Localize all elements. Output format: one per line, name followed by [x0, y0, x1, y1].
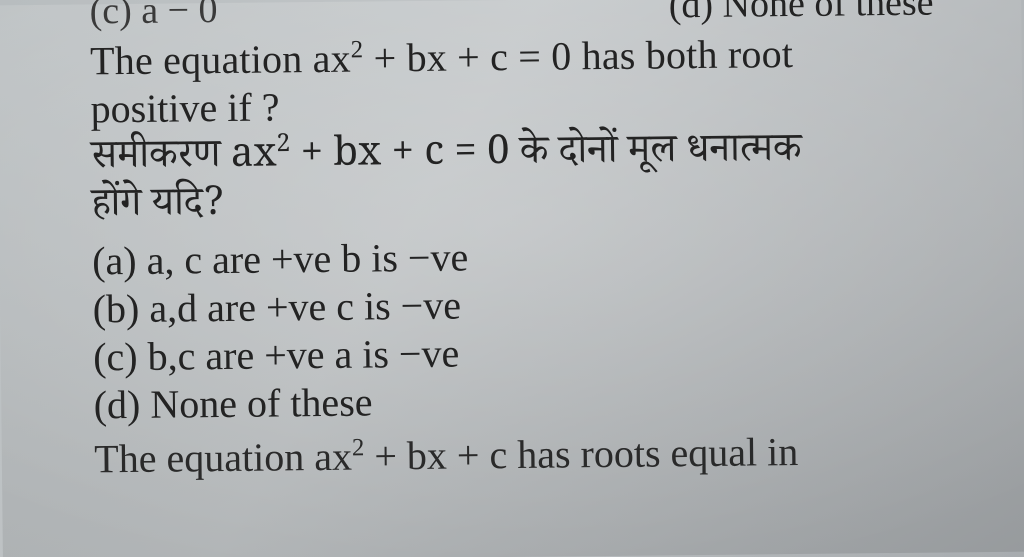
- q-en-sup: 2: [351, 36, 364, 63]
- next-q-post: + bx + c has roots equal in: [364, 429, 798, 479]
- q-en-pre: The equation ax: [90, 35, 351, 83]
- question-english-line-1: The equation ax2 + bx + c = 0 has both r…: [54, 29, 962, 85]
- option-b: (b) a,d are +ve c is −ve: [56, 277, 964, 333]
- option-d: (d) None of these: [57, 373, 965, 429]
- prev-option-c-fragment: (c) a − 0: [89, 0, 217, 34]
- next-q-pre: The equation ax: [94, 433, 352, 481]
- prev-question-clipped: (c) a − 0 (d) None of these: [53, 0, 961, 34]
- q-en-line2: positive if ?: [90, 84, 279, 131]
- next-q-sup: 2: [352, 434, 365, 461]
- page-content: (c) a − 0 (d) None of these The equation…: [0, 0, 1024, 483]
- q-hi-sup: 2: [276, 129, 290, 167]
- option-c: (c) b,c are +ve a is −ve: [57, 325, 965, 381]
- q-en-post: + bx + c = 0 has both root: [363, 31, 793, 80]
- option-a-text: (a) a, c are +ve b is −ve: [92, 234, 468, 283]
- next-question-clipped: The equation ax2 + bx + c has roots equa…: [58, 427, 966, 483]
- q-hi-post: + bx + c = 0 के दोनों मूल धनात्मक: [290, 123, 802, 190]
- q-hi-line2: होंगे यदि?: [91, 177, 224, 240]
- prev-option-d-fragment: (d) None of these: [668, 0, 933, 28]
- option-b-text: (b) a,d are +ve c is −ve: [92, 282, 461, 331]
- question-english-line-2: positive if ?: [54, 77, 962, 133]
- option-a: (a) a, c are +ve b is −ve: [56, 229, 964, 285]
- option-c-text: (c) b,c are +ve a is −ve: [93, 330, 459, 379]
- option-d-text: (d) None of these: [93, 379, 372, 427]
